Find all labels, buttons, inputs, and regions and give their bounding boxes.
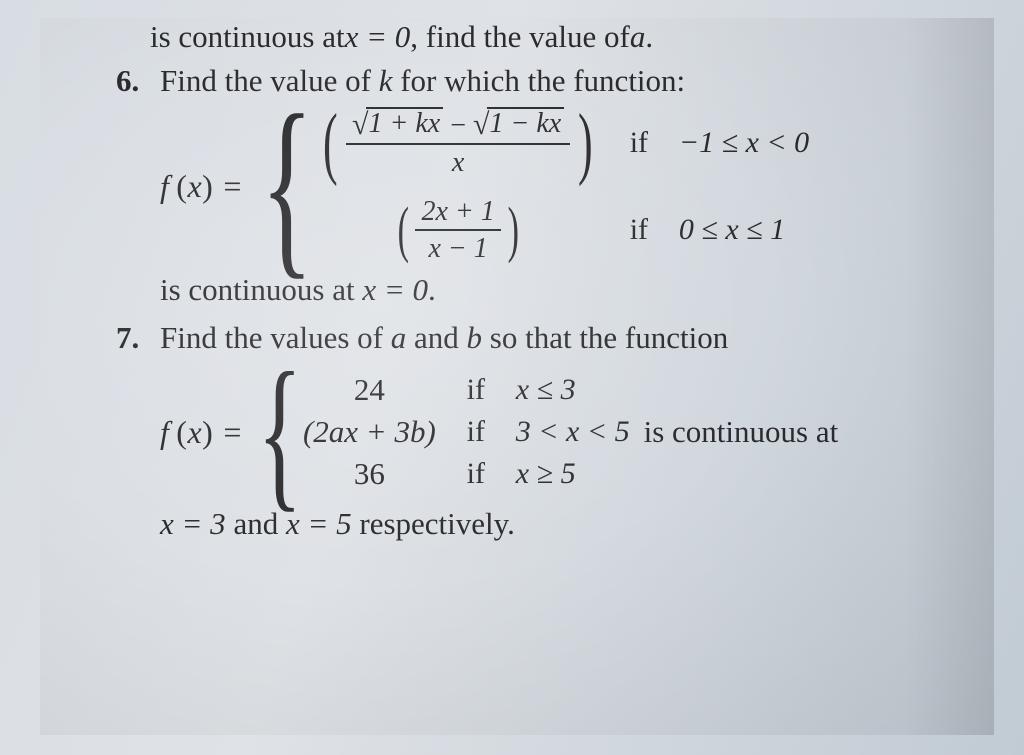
q7-lead-b: so that the function xyxy=(482,320,728,355)
q7-and: and xyxy=(406,320,466,355)
q6-case1-fraction: √1 + kx − √1 − kx x xyxy=(346,107,570,180)
q6-fx: f (x) xyxy=(160,168,213,205)
q6-cases: ( √1 + kx − √1 − kx x ) if −1 ≤ x < 0 ( xyxy=(317,107,809,266)
q6-case2-den: x − 1 xyxy=(422,231,493,266)
q7-equals: = xyxy=(223,414,241,451)
q6-number: 6. xyxy=(116,61,160,101)
q6-equals: = xyxy=(223,168,241,205)
q6-case2-cond: 0 ≤ x ≤ 1 xyxy=(679,213,809,247)
prev-question-fragment: is continuous at x = 0 , find the value … xyxy=(40,18,994,57)
sqrt-icon: √1 − kx xyxy=(473,107,564,140)
q7-heading: 7. Find the values of a and b so that th… xyxy=(40,318,994,358)
q7-row3-expr: 36 xyxy=(354,456,385,492)
frag-text-a: is continuous at xyxy=(150,18,345,57)
q6-case2-if: if xyxy=(621,213,657,247)
q6-cont-b: x = 0 xyxy=(362,272,428,307)
q6-var-k: k xyxy=(379,63,393,98)
rparen-icon: ) xyxy=(507,204,518,257)
q6-continuation: is continuous at x = 0. xyxy=(40,272,994,308)
q6-case1-num: √1 + kx − √1 − kx xyxy=(346,107,570,143)
q6-case2-num: 2x + 1 xyxy=(415,194,500,229)
q6-case1-cond: −1 ≤ x < 0 xyxy=(679,126,809,160)
q7-tail-line: x = 3 and x = 5 respectively. xyxy=(40,506,994,542)
q6-case1-if: if xyxy=(621,126,657,160)
q6-cont-c: . xyxy=(428,272,436,307)
q6-heading: 6. Find the value of k for which the fun… xyxy=(40,61,994,101)
q6-lead-b: for which the function: xyxy=(392,63,685,98)
frag-var-a: a xyxy=(630,18,646,57)
lparen-icon: ( xyxy=(397,204,408,257)
q7-var-b: b xyxy=(467,320,483,355)
q7-row1-if: if xyxy=(458,373,494,407)
q7-row1-expr: 24 xyxy=(354,372,385,408)
sqrt-icon: √1 + kx xyxy=(352,107,443,140)
q7-cases: 24 if x ≤ 3 (2ax + 3b) if 3 < x < 5 36 i… xyxy=(303,372,630,492)
q6-case2-fraction: 2x + 1 x − 1 xyxy=(415,194,500,266)
q7-row1-cond: x ≤ 3 xyxy=(516,373,630,407)
rparen-icon: ) xyxy=(578,109,593,177)
frag-x-eq-0: x = 0 xyxy=(345,18,411,57)
q6-case2-expr: ( 2x + 1 x − 1 ) xyxy=(393,194,524,266)
q7-fx: f (x) xyxy=(160,414,213,451)
q7-tail-a: x = 3 xyxy=(160,506,226,541)
q7-number: 7. xyxy=(116,318,160,358)
q7-row2-if: if xyxy=(458,415,494,449)
q6-case1-expr: ( √1 + kx − √1 − kx x ) xyxy=(317,107,599,180)
q7-trail: is continuous at xyxy=(644,414,839,450)
q6-piecewise: f (x) = { ( √1 + kx − √1 − kx x ) if xyxy=(160,107,994,266)
q7-f-letter: f xyxy=(160,414,169,450)
q6-sqrt1-inner: 1 + kx xyxy=(368,108,440,139)
q6-case1-den: x xyxy=(446,145,470,180)
frag-period: . xyxy=(645,18,653,57)
q7-brace: { xyxy=(258,364,303,500)
textbook-page: is continuous at x = 0 , find the value … xyxy=(40,18,994,735)
q7-row2-expr: (2ax + 3b) xyxy=(303,414,436,450)
q6-minus: − xyxy=(450,110,473,141)
q7-var-a: a xyxy=(391,320,407,355)
q7-x-letter: x xyxy=(187,414,202,450)
q6-brace: { xyxy=(261,108,314,264)
lparen-icon: ( xyxy=(323,109,338,177)
frag-text-b: , find the value of xyxy=(410,18,630,57)
q6-sqrt2-inner: 1 − kx xyxy=(489,108,561,139)
q6-f-letter: f xyxy=(160,168,169,204)
q7-piecewise: f (x) = { 24 if x ≤ 3 (2ax + 3b) if 3 < … xyxy=(160,364,994,500)
q7-row2-cond: 3 < x < 5 xyxy=(516,415,630,449)
q7-row3-cond: x ≥ 5 xyxy=(516,457,630,491)
q7-tail-c: respectively. xyxy=(352,506,515,541)
q6-x-letter: x xyxy=(187,168,202,204)
q7-row3-if: if xyxy=(458,457,494,491)
